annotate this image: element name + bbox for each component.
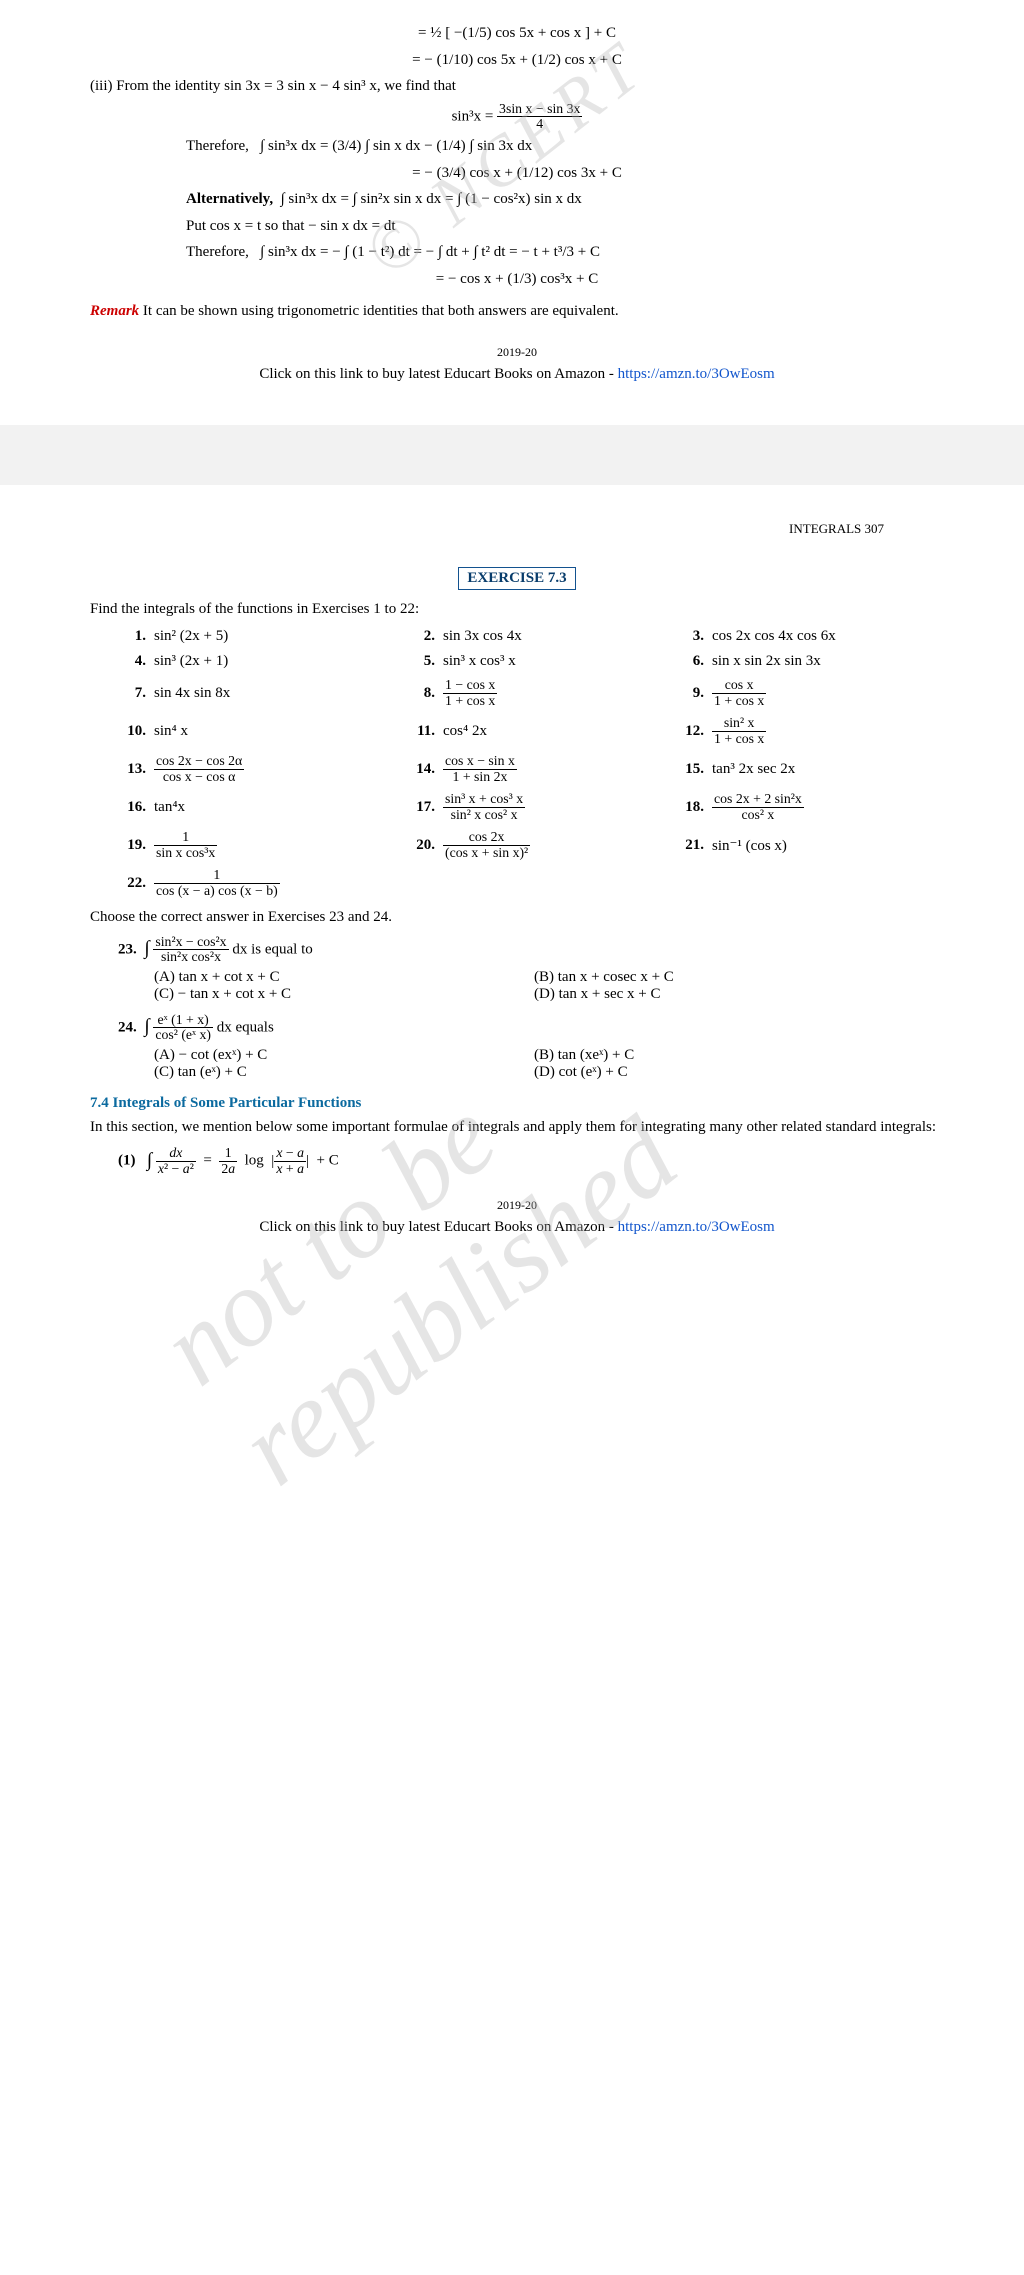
alt-line: Alternatively, Alternatively, ∫ sin³x dx… [186,188,944,211]
page-307: not to be republished INTEGRALS 307 EXER… [0,485,1024,1278]
year-1: 2019-20 [90,345,944,360]
exercise-title-row: EXERCISE 7.3 [90,567,944,590]
ex-row-4: 10.sin⁴ x 11.cos⁴ 2x 12.sin² x1 + cos x [118,716,944,746]
q23: 23. ∫ sin²x − cos²xsin²x cos²x dx is equ… [118,935,944,965]
amazon-link-2[interactable]: https://amzn.to/3OwEosm [618,1219,775,1235]
ex-row-7: 19.1sin x cos³x 20.cos 2x(cos x + sin x)… [118,830,944,860]
therefore-2: Therefore, ∫ sin³x dx = − ∫ (1 − t²) dt … [186,241,944,264]
page-header-right: INTEGRALS 307 [90,521,884,537]
ex-row-2: 4.sin³ (2x + 1) 5.sin³ x cos³ x 6.sin x … [118,653,944,670]
sin3-identity: sin³x = 3sin x − sin 3x 4 [90,102,944,132]
put-line: Put cos x = t so that − sin x dx = dt [186,215,944,238]
year-2: 2019-20 [90,1198,944,1213]
eq-final: = − (1/10) cos 5x + (1/2) cos x + C [90,49,944,72]
page-gap [0,425,1024,485]
ex-row-1: 1.sin² (2x + 5) 2.sin 3x cos 4x 3.cos 2x… [118,628,944,645]
exercise-intro: Find the integrals of the functions in E… [90,598,944,621]
exercise-title: EXERCISE 7.3 [458,567,575,590]
ex-row-5: 13.cos 2x − cos 2αcos x − cos α 14.cos x… [118,754,944,784]
therefore-1b: = − (3/4) cos x + (1/12) cos 3x + C [90,162,944,185]
q23-ab: (A) tan x + cot x + C (B) tan x + cosec … [154,969,944,986]
ex-row-8: 22.1cos (x − a) cos (x − b) [118,868,944,898]
q24-cd: (C) tan (eˣ) + C (D) cot (eˣ) + C [154,1064,944,1081]
remark-line: Remark It can be shown using trigonometr… [90,300,944,323]
therefore-2b: = − cos x + (1/3) cos³x + C [90,268,944,291]
formula-1: (1) ∫ dxx² − a² = 12a log x − ax + a + C [118,1146,944,1176]
q23-cd: (C) − tan x + cot x + C (D) tan x + sec … [154,986,944,1003]
remark-label: Remark [90,303,139,319]
sin3-lhs: sin³x = [452,108,494,124]
sin3-frac: 3sin x − sin 3x 4 [497,102,582,132]
linkline-1: Click on this link to buy latest Educart… [90,366,944,383]
q24: 24. ∫ eˣ (1 + x)cos² (eˣ x) dx equals [118,1013,944,1043]
section-7-4-title: 7.4 Integrals of Some Particular Functio… [90,1095,944,1112]
iii-lead: (iii) From the identity sin 3x = 3 sin x… [90,75,944,98]
ex-row-3: 7.sin 4x sin 8x 8.1 − cos x1 + cos x 9.c… [118,678,944,708]
exercise-list: 1.sin² (2x + 5) 2.sin 3x cos 4x 3.cos 2x… [118,628,944,898]
linkline-2: Click on this link to buy latest Educart… [90,1219,944,1236]
page-306: © NCERT = ½ [ −(1/5) cos 5x + cos x ] + … [0,0,1024,425]
section-7-4-body: In this section, we mention below some i… [90,1116,944,1139]
q24-ab: (A) − cot (exˣ) + C (B) tan (xeˣ) + C [154,1047,944,1064]
amazon-link-1[interactable]: https://amzn.to/3OwEosm [618,366,775,382]
alt-text: ∫ sin³x dx = ∫ sin²x sin x dx = ∫ (1 − c… [281,191,582,207]
ex-row-6: 16.tan⁴x 17.sin³ x + cos³ xsin² x cos² x… [118,792,944,822]
eq-half: = ½ [ −(1/5) cos 5x + cos x ] + C [90,22,944,45]
therefore-1: Therefore, ∫ sin³x dx = (3/4) ∫ sin x dx… [186,135,944,158]
choose-line: Choose the correct answer in Exercises 2… [90,906,944,929]
